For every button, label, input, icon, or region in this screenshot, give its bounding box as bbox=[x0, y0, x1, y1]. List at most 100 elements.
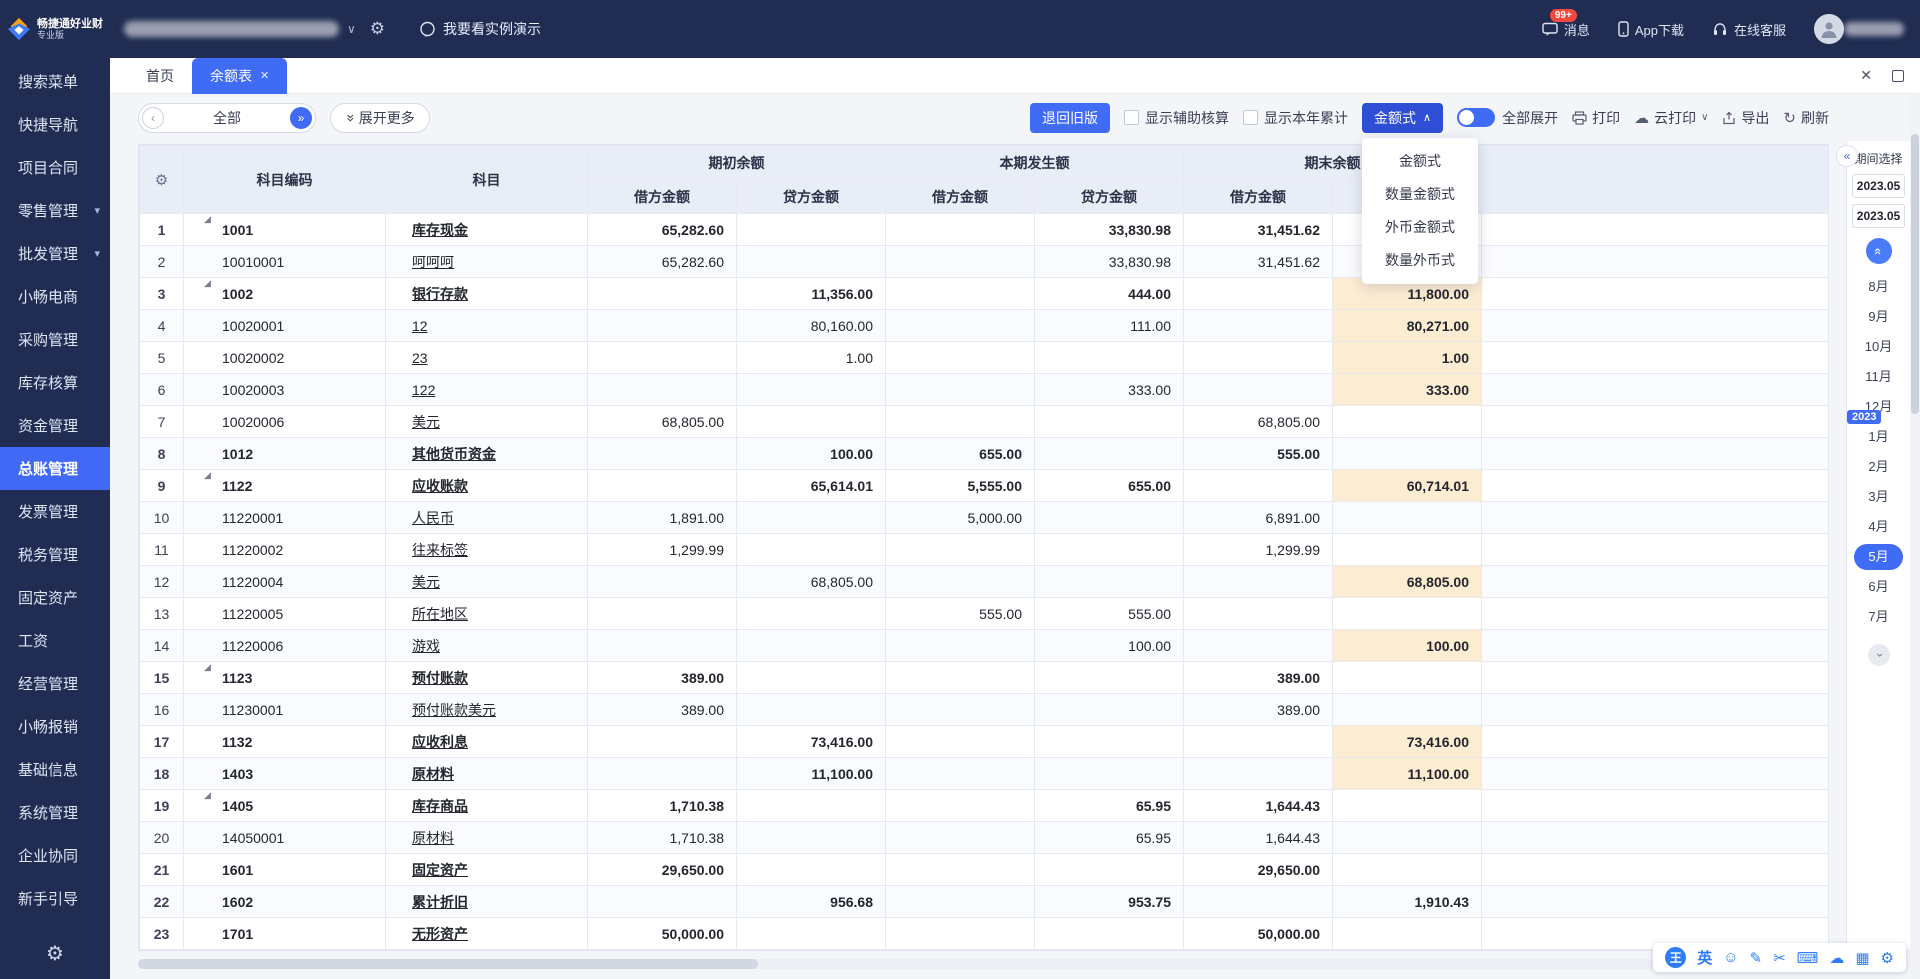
show-auxiliary-checkbox[interactable]: 显示辅助核算 bbox=[1124, 108, 1229, 128]
sidebar-item[interactable]: 发票管理 bbox=[0, 490, 110, 533]
fullscreen-icon[interactable] bbox=[1892, 69, 1904, 82]
account-name-link[interactable]: 呵呵呵 bbox=[412, 253, 454, 270]
account-name-link[interactable]: 原材料 bbox=[412, 829, 454, 846]
scissors-icon[interactable]: ✂ bbox=[1773, 949, 1786, 967]
account-name-link[interactable]: 12 bbox=[412, 317, 428, 334]
column-settings-gear-icon[interactable]: ⚙ bbox=[154, 171, 169, 189]
close-icon[interactable]: ✕ bbox=[1860, 67, 1872, 83]
sidebar-item[interactable]: 小畅电商 bbox=[0, 275, 110, 318]
sidebar-item[interactable]: 资金管理 bbox=[0, 404, 110, 447]
tree-expand-icon[interactable]: ◢ bbox=[204, 214, 211, 225]
account-name-link[interactable]: 固定资产 bbox=[412, 861, 468, 878]
back-to-old-version-button[interactable]: 退回旧版 bbox=[1030, 102, 1111, 133]
grid-icon[interactable]: ▦ bbox=[1855, 949, 1870, 967]
scroll-months-down-button[interactable]: ‹ bbox=[1867, 644, 1890, 666]
sidebar-item[interactable]: 搜索菜单 bbox=[0, 60, 110, 103]
account-name-link[interactable]: 库存商品 bbox=[412, 797, 468, 814]
account-name-link[interactable]: 无形资产 bbox=[412, 925, 468, 942]
account-name-link[interactable]: 其他货币资金 bbox=[412, 445, 496, 462]
tab-close-icon[interactable]: ✕ bbox=[260, 69, 270, 82]
sidebar-item[interactable]: 库存核算 bbox=[0, 361, 110, 404]
redacted-account-selector[interactable] bbox=[124, 21, 339, 37]
tree-expand-icon[interactable]: ◢ bbox=[204, 278, 211, 289]
month-item[interactable]: 7月 bbox=[1868, 609, 1889, 624]
account-name-link[interactable]: 预付账款 bbox=[412, 669, 468, 686]
demo-link[interactable]: 我要看实例演示 bbox=[419, 19, 541, 39]
cloud-icon[interactable]: ☁ bbox=[1829, 949, 1845, 967]
app-download-button[interactable]: App下载 bbox=[1618, 20, 1684, 39]
period-from[interactable]: 2023.05 bbox=[1852, 174, 1905, 198]
vertical-scrollbar[interactable] bbox=[1910, 94, 1920, 979]
account-name-link[interactable]: 应收账款 bbox=[412, 477, 468, 494]
next-level-icon[interactable]: » bbox=[290, 106, 312, 129]
horizontal-scrollbar[interactable] bbox=[138, 959, 1829, 969]
account-name-link[interactable]: 银行存款 bbox=[412, 285, 468, 302]
sidebar-item[interactable]: 固定资产 bbox=[0, 576, 110, 619]
sidebar-item[interactable]: 工资 bbox=[0, 619, 110, 662]
show-ytd-checkbox[interactable]: 显示本年累计 bbox=[1243, 108, 1348, 128]
month-item[interactable]: 1月 bbox=[1868, 429, 1889, 444]
cloud-print-button[interactable]: ☁ 云打印 ∨ bbox=[1634, 108, 1708, 128]
export-button[interactable]: 导出 bbox=[1722, 108, 1769, 128]
user-account[interactable] bbox=[1814, 14, 1904, 44]
expand-more-button[interactable]: « 展开更多 bbox=[330, 102, 430, 133]
format-menu-item[interactable]: 金额式 bbox=[1399, 152, 1442, 169]
account-name-link[interactable]: 122 bbox=[412, 381, 436, 398]
account-name-link[interactable]: 应收利息 bbox=[412, 733, 468, 750]
ime-language-indicator[interactable]: 英 bbox=[1697, 950, 1713, 967]
expand-all-toggle[interactable] bbox=[1457, 108, 1496, 127]
account-name-link[interactable]: 累计折旧 bbox=[412, 893, 468, 910]
sidebar-item[interactable]: 系统管理 bbox=[0, 791, 110, 834]
month-item[interactable]: 3月 bbox=[1868, 489, 1889, 504]
tab-balance-sheet[interactable]: 余额表 ✕ bbox=[192, 57, 288, 94]
vertical-scrollbar-thumb[interactable] bbox=[1911, 134, 1919, 414]
tab-home[interactable]: 首页 bbox=[128, 58, 192, 94]
month-item[interactable]: 10月 bbox=[1864, 339, 1893, 354]
emoji-icon[interactable]: ☺ bbox=[1723, 949, 1739, 966]
tree-expand-icon[interactable]: ◢ bbox=[204, 662, 211, 673]
account-name-link[interactable]: 美元 bbox=[412, 573, 440, 590]
period-to[interactable]: 2023.05 bbox=[1852, 204, 1905, 228]
sidebar-item[interactable]: 采购管理 bbox=[0, 318, 110, 361]
tree-expand-icon[interactable]: ◢ bbox=[204, 470, 211, 481]
month-item[interactable]: 9月 bbox=[1868, 309, 1889, 324]
sidebar-item[interactable]: 零售管理 ▾ bbox=[0, 189, 110, 232]
subject-level-select[interactable]: ‹ 全部 » bbox=[138, 102, 316, 133]
checkbox-icon[interactable] bbox=[1243, 110, 1259, 125]
month-item[interactable]: 8月 bbox=[1868, 279, 1889, 294]
prev-level-icon[interactable]: ‹ bbox=[142, 106, 164, 129]
month-item[interactable]: 2月 bbox=[1868, 459, 1889, 474]
account-name-link[interactable]: 美元 bbox=[412, 413, 440, 430]
messages-button[interactable]: 99+ 消息 bbox=[1542, 8, 1590, 39]
collapse-panel-button[interactable]: « bbox=[1836, 145, 1858, 167]
sidebar-item[interactable]: 项目合同 bbox=[0, 146, 110, 189]
sidebar-item[interactable]: 企业协同 bbox=[0, 834, 110, 877]
topbar-gear-icon[interactable]: ⚙ bbox=[369, 19, 386, 38]
sidebar-item[interactable]: 基础信息 bbox=[0, 748, 110, 791]
sidebar-item[interactable]: 新手引导 bbox=[0, 877, 110, 920]
format-style-button[interactable]: 金额式 ∧ bbox=[1362, 102, 1444, 133]
sidebar-item[interactable]: 总账管理 bbox=[0, 447, 110, 490]
account-name-link[interactable]: 23 bbox=[412, 349, 428, 366]
month-item[interactable]: 11月 bbox=[1865, 369, 1892, 384]
account-name-link[interactable]: 游戏 bbox=[412, 637, 440, 654]
scroll-months-up-button[interactable]: « bbox=[1865, 238, 1892, 264]
account-name-link[interactable]: 库存现金 bbox=[412, 221, 468, 238]
format-menu-item[interactable]: 数量外币式 bbox=[1385, 251, 1456, 268]
account-name-link[interactable]: 所在地区 bbox=[412, 605, 468, 622]
ime-logo-icon[interactable]: 王 bbox=[1665, 947, 1687, 968]
print-button[interactable]: 打印 bbox=[1572, 108, 1620, 128]
sidebar-item[interactable]: 税务管理 bbox=[0, 533, 110, 576]
refresh-button[interactable]: ↻ 刷新 bbox=[1783, 108, 1829, 128]
sidebar-item[interactable]: 快捷导航 bbox=[0, 103, 110, 146]
tree-expand-icon[interactable]: ◢ bbox=[204, 790, 211, 801]
format-menu-item[interactable]: 外币金额式 bbox=[1385, 218, 1456, 235]
sidebar-settings-gear-icon[interactable]: ⚙ bbox=[46, 942, 64, 965]
month-item[interactable]: 6月 bbox=[1868, 579, 1889, 594]
settings-icon[interactable]: ⚙ bbox=[1880, 949, 1894, 967]
account-name-link[interactable]: 往来标签 bbox=[412, 541, 468, 558]
account-name-link[interactable]: 人民币 bbox=[412, 509, 454, 526]
horizontal-scrollbar-thumb[interactable] bbox=[138, 959, 758, 969]
format-menu-item[interactable]: 数量金额式 bbox=[1385, 185, 1456, 202]
account-name-link[interactable]: 原材料 bbox=[412, 765, 454, 782]
